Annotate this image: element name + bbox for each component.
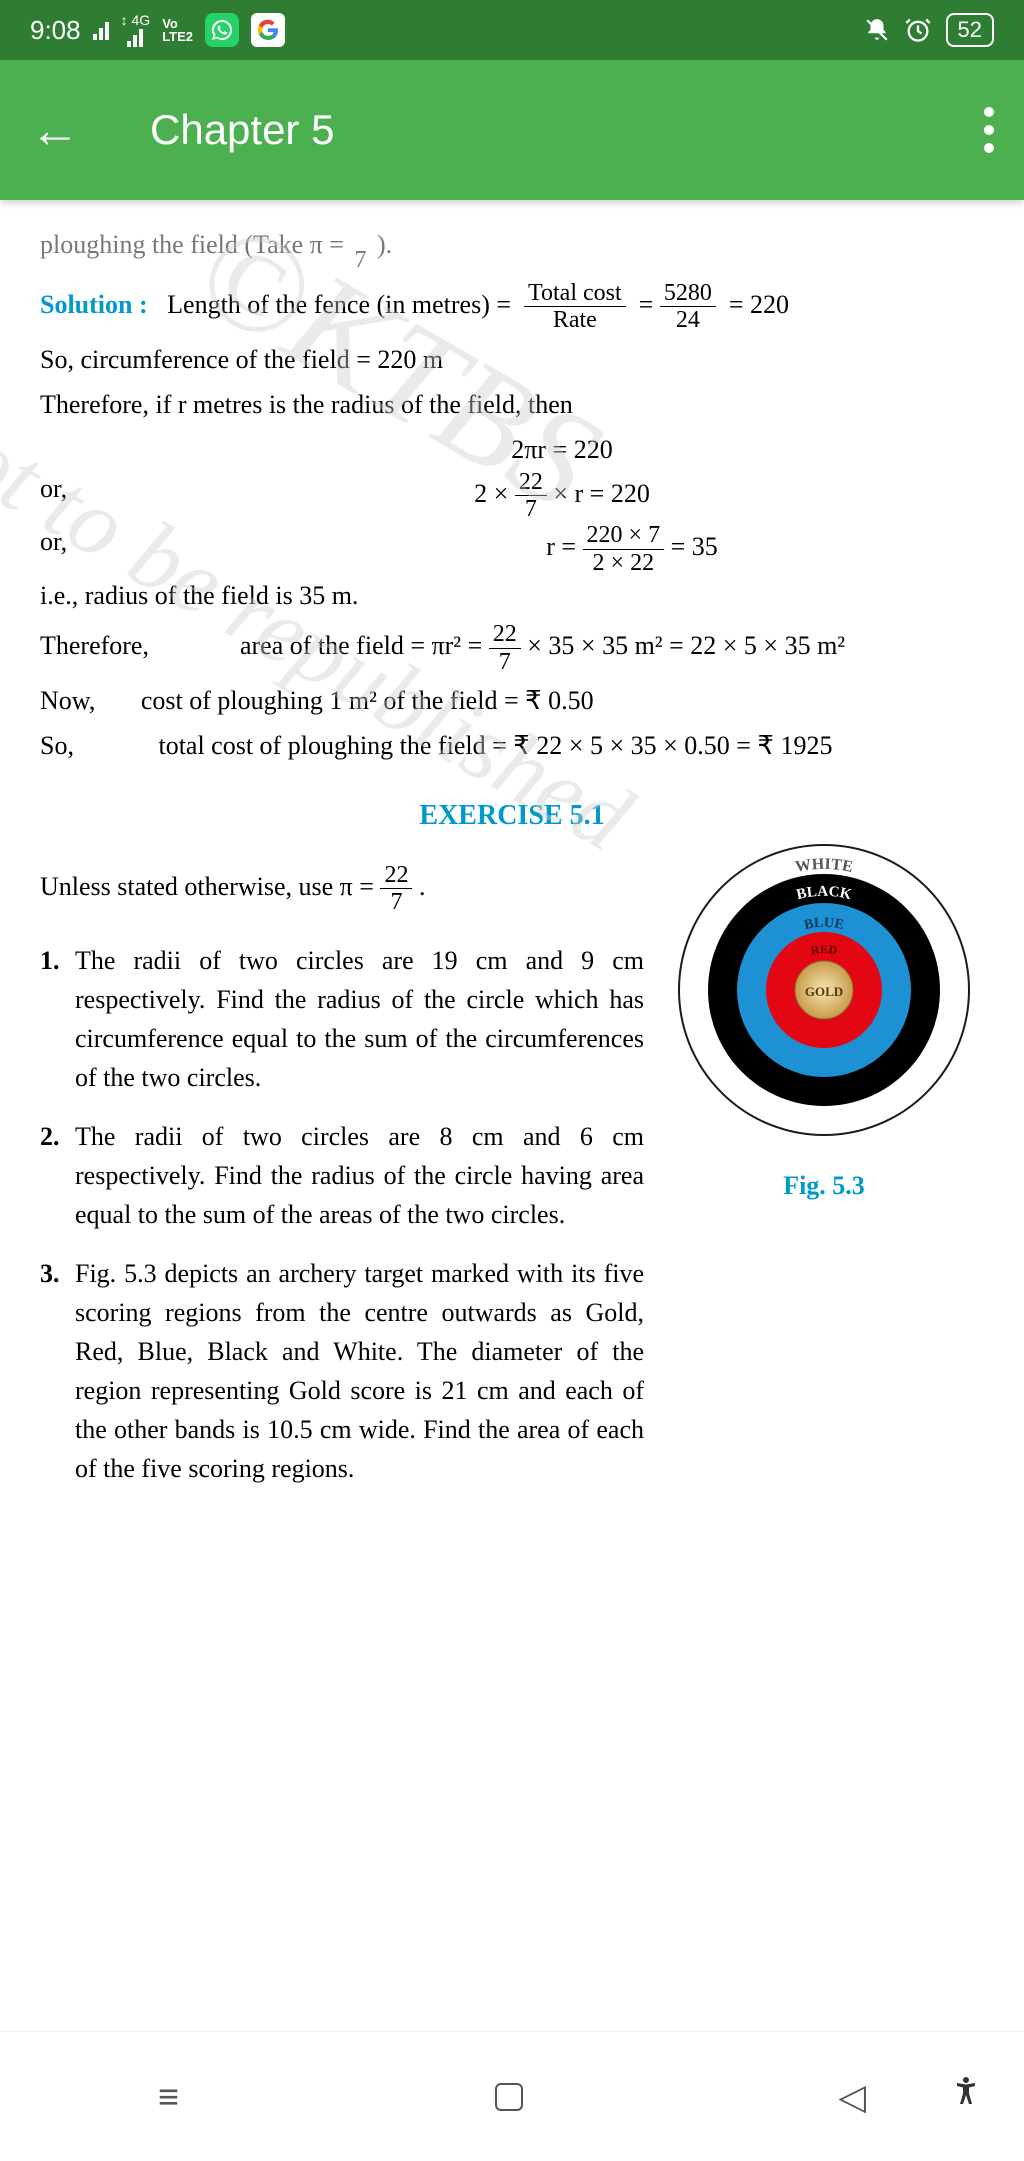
- figure-5-3: WHITE BLACK BLUE RED GOLD Fig. 5.3: [664, 840, 984, 1205]
- figure-caption: Fig. 5.3: [664, 1166, 984, 1205]
- solution-label: Solution :: [40, 290, 148, 319]
- solution-line: Solution : Length of the fence (in metre…: [40, 280, 984, 334]
- signal-icon-1: [93, 20, 109, 40]
- eq-or-1: or, 2 × 227 × r = 220: [40, 469, 984, 523]
- line-ploughing: ploughing the field (Take π = x7 ).: [40, 220, 984, 274]
- 4g-indicator: ↕ 4G: [121, 13, 151, 47]
- back-nav-button[interactable]: ◁: [838, 2076, 866, 2118]
- battery-indicator: 52: [946, 13, 994, 47]
- page-title: Chapter 5: [150, 106, 984, 154]
- svg-text:GOLD: GOLD: [805, 984, 843, 999]
- app-bar: ← Chapter 5: [0, 60, 1024, 200]
- ie-radius-line: i.e., radius of the field is 35 m.: [40, 576, 984, 615]
- eq-2pir: 2πr = 220: [40, 430, 984, 469]
- accessibility-button[interactable]: [948, 2074, 984, 2120]
- svg-text:RED: RED: [810, 942, 839, 957]
- android-nav-bar: ≡ ◁: [0, 2031, 1024, 2161]
- android-status-bar: 9:08 ↕ 4G VoLTE2 52: [0, 0, 1024, 60]
- question-3: 3.Fig. 5.3 depicts an archery target mar…: [40, 1254, 644, 1488]
- archery-target-icon: WHITE BLACK BLUE RED GOLD: [674, 840, 974, 1140]
- circumference-line: So, circumference of the field = 220 m: [40, 340, 984, 379]
- recents-button[interactable]: ≡: [158, 2076, 179, 2118]
- mute-icon: [864, 17, 890, 43]
- question-1: 1.The radii of two circles are 19 cm and…: [40, 941, 644, 1097]
- home-button[interactable]: [495, 2083, 523, 2111]
- overflow-menu-button[interactable]: [984, 107, 994, 153]
- status-right: 52: [864, 13, 994, 47]
- therefore-radius-line: Therefore, if r metres is the radius of …: [40, 385, 984, 424]
- volte-indicator: VoLTE2: [162, 17, 193, 43]
- document-content: ©KTBS Not to be republished ploughing th…: [0, 200, 1024, 1528]
- exercise-heading: EXERCISE 5.1: [40, 795, 984, 837]
- whatsapp-icon: [205, 13, 239, 47]
- back-button[interactable]: ←: [30, 101, 80, 159]
- google-icon: [251, 13, 285, 47]
- alarm-icon: [904, 16, 932, 44]
- now-line: Now, cost of ploughing 1 m² of the field…: [40, 681, 984, 720]
- status-time: 9:08: [30, 15, 81, 46]
- so-line: So, total cost of ploughing the field = …: [40, 726, 984, 765]
- question-2: 2.The radii of two circles are 8 cm and …: [40, 1117, 644, 1234]
- status-left: 9:08 ↕ 4G VoLTE2: [30, 13, 285, 47]
- area-line: Therefore, area of the field = πr² = 227…: [40, 621, 984, 675]
- eq-or-2: or, r = 220 × 72 × 22 = 35: [40, 522, 984, 576]
